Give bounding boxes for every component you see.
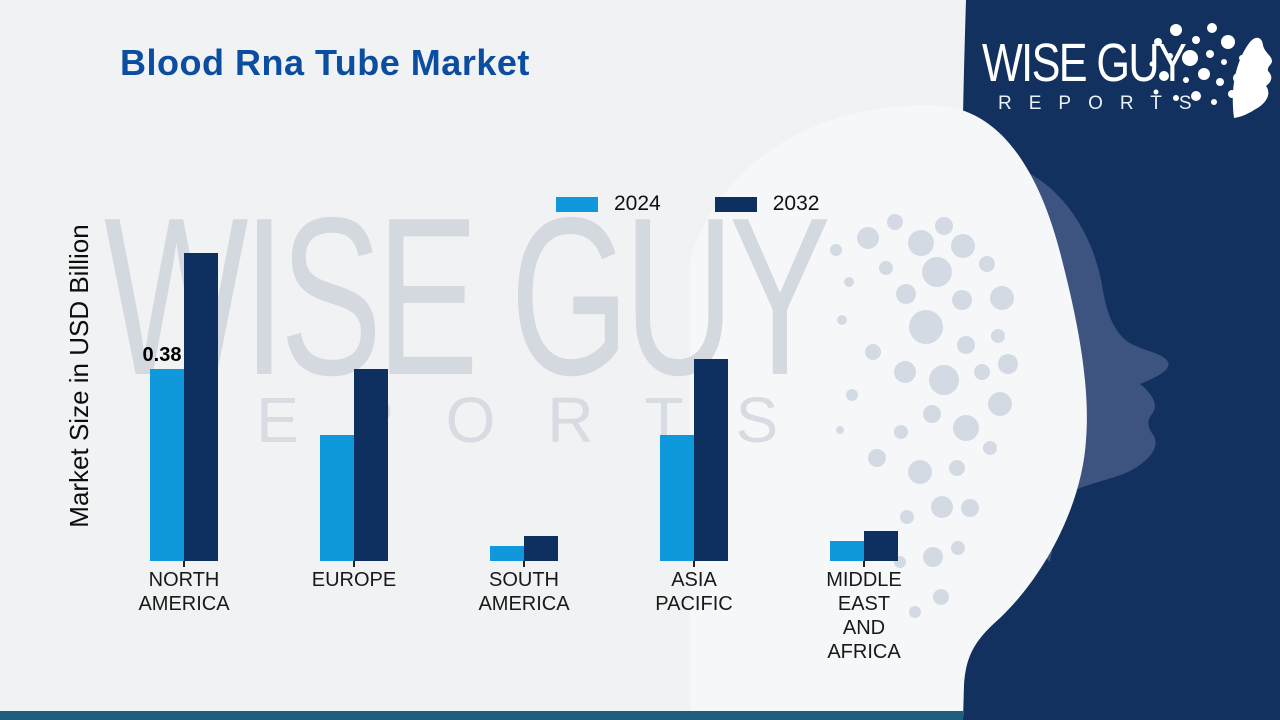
bar-2032-middle-east-and-africa — [864, 531, 898, 561]
x-axis-tick — [523, 561, 525, 567]
legend-swatch-2024 — [556, 196, 598, 212]
legend-item-2024: 2024 — [556, 192, 661, 216]
page-title: Blood Rna Tube Market — [120, 42, 530, 83]
bar-2024-asia-pacific — [660, 435, 694, 561]
category-label-europe: EUROPE — [311, 569, 397, 591]
wiseguy-reports-logo: WISE GUY REPORTS — [982, 36, 1236, 113]
category-label-north-america: NORTH AMERICA — [138, 569, 230, 615]
logo-wiseguy-text: WISE GUY — [982, 33, 1187, 93]
bar-value-label: 0.38 — [142, 344, 182, 366]
bottom-accent-strip — [0, 711, 963, 720]
bar-2024-north-america — [150, 369, 184, 561]
category-label-middle-east-and-africa: MIDDLE EAST AND AFRICA — [826, 569, 902, 663]
legend-label-2024: 2024 — [614, 192, 661, 215]
head-dot-pattern — [830, 214, 1018, 618]
bar-2024-middle-east-and-africa — [830, 541, 864, 561]
bar-2032-asia-pacific — [694, 359, 728, 561]
category-label-south-america: SOUTH AMERICA — [478, 569, 570, 615]
legend-item-2032: 2032 — [714, 192, 820, 216]
category-label-asia-pacific: ASIA PACIFIC — [655, 569, 733, 615]
chart-legend: 2024 2032 — [556, 192, 819, 216]
x-axis-tick — [183, 561, 185, 567]
logo-reports-text: REPORTS — [998, 93, 1209, 114]
bar-2032-europe — [354, 369, 388, 561]
bar-2024-europe — [320, 435, 354, 561]
legend-label-2032: 2032 — [772, 192, 820, 215]
bar-2032-south-america — [524, 536, 558, 561]
x-axis-tick — [863, 561, 865, 567]
legend-swatch-2032 — [714, 196, 757, 212]
x-axis-tick — [693, 561, 695, 567]
bar-2024-south-america — [490, 546, 524, 561]
bar-2032-north-america — [184, 253, 218, 561]
logo-face-icon — [1232, 37, 1272, 118]
x-axis-tick — [353, 561, 355, 567]
